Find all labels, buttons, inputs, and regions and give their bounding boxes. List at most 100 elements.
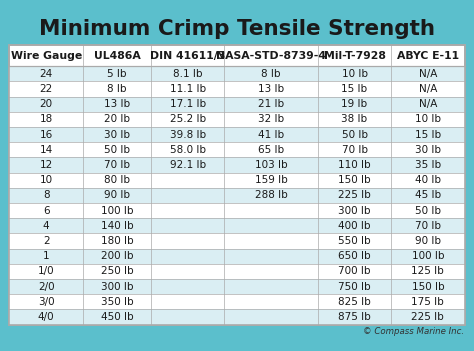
Text: 80 lb: 80 lb xyxy=(104,175,130,185)
Text: 180 lb: 180 lb xyxy=(100,236,133,246)
Text: 750 lb: 750 lb xyxy=(338,282,371,292)
Text: UL486A: UL486A xyxy=(93,51,140,61)
Text: 10 lb: 10 lb xyxy=(342,69,367,79)
Text: 18: 18 xyxy=(39,114,53,124)
Bar xyxy=(9,45,465,325)
Text: 13 lb: 13 lb xyxy=(258,84,284,94)
Text: 10: 10 xyxy=(39,175,53,185)
Text: 125 lb: 125 lb xyxy=(411,266,444,277)
Text: 4/0: 4/0 xyxy=(38,312,55,322)
Text: 12: 12 xyxy=(39,160,53,170)
Text: 21 lb: 21 lb xyxy=(258,99,284,109)
Text: 159 lb: 159 lb xyxy=(255,175,288,185)
Text: 825 lb: 825 lb xyxy=(338,297,371,307)
Bar xyxy=(9,279,465,294)
Text: 100 lb: 100 lb xyxy=(411,251,444,261)
Text: 24: 24 xyxy=(39,69,53,79)
Text: 35 lb: 35 lb xyxy=(415,160,441,170)
Text: 70 lb: 70 lb xyxy=(342,145,367,155)
Text: 70 lb: 70 lb xyxy=(415,221,441,231)
Text: 41 lb: 41 lb xyxy=(258,130,284,140)
Text: 17.1 lb: 17.1 lb xyxy=(170,99,206,109)
Text: 30 lb: 30 lb xyxy=(415,145,441,155)
Text: N/A: N/A xyxy=(419,84,437,94)
Text: Mil-T-7928: Mil-T-7928 xyxy=(324,51,385,61)
Text: Minimum Crimp Tensile Strength: Minimum Crimp Tensile Strength xyxy=(39,19,435,39)
Text: 2/0: 2/0 xyxy=(38,282,55,292)
Text: 175 lb: 175 lb xyxy=(411,297,444,307)
Text: 5 lb: 5 lb xyxy=(107,69,127,79)
Text: 20: 20 xyxy=(39,99,53,109)
Text: © Compass Marine Inc.: © Compass Marine Inc. xyxy=(364,327,465,337)
Text: 150 lb: 150 lb xyxy=(411,282,444,292)
Text: N/A: N/A xyxy=(419,99,437,109)
Text: 450 lb: 450 lb xyxy=(100,312,133,322)
Text: 40 lb: 40 lb xyxy=(415,175,441,185)
Text: 225 lb: 225 lb xyxy=(411,312,444,322)
Text: 11.1 lb: 11.1 lb xyxy=(170,84,206,94)
Text: 250 lb: 250 lb xyxy=(100,266,133,277)
Text: N/A: N/A xyxy=(419,69,437,79)
Text: 300 lb: 300 lb xyxy=(100,282,133,292)
Bar xyxy=(9,233,465,249)
Bar xyxy=(9,81,465,97)
Bar xyxy=(9,173,465,188)
Text: 8: 8 xyxy=(43,191,49,200)
Text: 100 lb: 100 lb xyxy=(100,206,133,216)
Text: 90 lb: 90 lb xyxy=(104,191,130,200)
Text: 70 lb: 70 lb xyxy=(104,160,130,170)
Bar xyxy=(9,203,465,218)
Bar xyxy=(9,294,465,310)
Text: 6: 6 xyxy=(43,206,49,216)
Text: 15 lb: 15 lb xyxy=(415,130,441,140)
Text: 400 lb: 400 lb xyxy=(338,221,371,231)
Bar xyxy=(9,97,465,112)
Text: 350 lb: 350 lb xyxy=(100,297,133,307)
Bar xyxy=(9,142,465,158)
Bar xyxy=(9,218,465,233)
Text: 103 lb: 103 lb xyxy=(255,160,287,170)
Text: 65 lb: 65 lb xyxy=(258,145,284,155)
Text: 140 lb: 140 lb xyxy=(100,221,133,231)
Text: 90 lb: 90 lb xyxy=(415,236,441,246)
Text: 225 lb: 225 lb xyxy=(338,191,371,200)
Text: 32 lb: 32 lb xyxy=(258,114,284,124)
Text: 13 lb: 13 lb xyxy=(104,99,130,109)
Text: 16: 16 xyxy=(39,130,53,140)
Text: 300 lb: 300 lb xyxy=(338,206,371,216)
Bar xyxy=(9,158,465,173)
Bar xyxy=(9,310,465,325)
Text: 700 lb: 700 lb xyxy=(338,266,371,277)
Text: ABYC E-11: ABYC E-11 xyxy=(397,51,459,61)
Text: 50 lb: 50 lb xyxy=(104,145,130,155)
Text: 875 lb: 875 lb xyxy=(338,312,371,322)
Text: 30 lb: 30 lb xyxy=(104,130,130,140)
Bar xyxy=(9,112,465,127)
Text: DIN 41611/3: DIN 41611/3 xyxy=(150,51,226,61)
Text: 25.2 lb: 25.2 lb xyxy=(170,114,206,124)
Bar xyxy=(9,188,465,203)
Text: Wire Gauge: Wire Gauge xyxy=(10,51,82,61)
Text: 550 lb: 550 lb xyxy=(338,236,371,246)
Text: 4: 4 xyxy=(43,221,49,231)
Text: 8.1 lb: 8.1 lb xyxy=(173,69,202,79)
Text: 1/0: 1/0 xyxy=(38,266,55,277)
Text: 19 lb: 19 lb xyxy=(341,99,368,109)
Text: 200 lb: 200 lb xyxy=(100,251,133,261)
Text: 150 lb: 150 lb xyxy=(338,175,371,185)
Text: 8 lb: 8 lb xyxy=(261,69,281,79)
Text: 110 lb: 110 lb xyxy=(338,160,371,170)
Text: 50 lb: 50 lb xyxy=(415,206,441,216)
Text: 10 lb: 10 lb xyxy=(415,114,441,124)
Text: 3/0: 3/0 xyxy=(38,297,55,307)
Bar xyxy=(9,264,465,279)
Text: 14: 14 xyxy=(39,145,53,155)
Text: 22: 22 xyxy=(39,84,53,94)
Text: 15 lb: 15 lb xyxy=(341,84,368,94)
Text: 58.0 lb: 58.0 lb xyxy=(170,145,206,155)
Text: 8 lb: 8 lb xyxy=(107,84,127,94)
Bar xyxy=(9,45,465,325)
Text: 20 lb: 20 lb xyxy=(104,114,130,124)
Text: 50 lb: 50 lb xyxy=(342,130,367,140)
Bar xyxy=(9,127,465,142)
